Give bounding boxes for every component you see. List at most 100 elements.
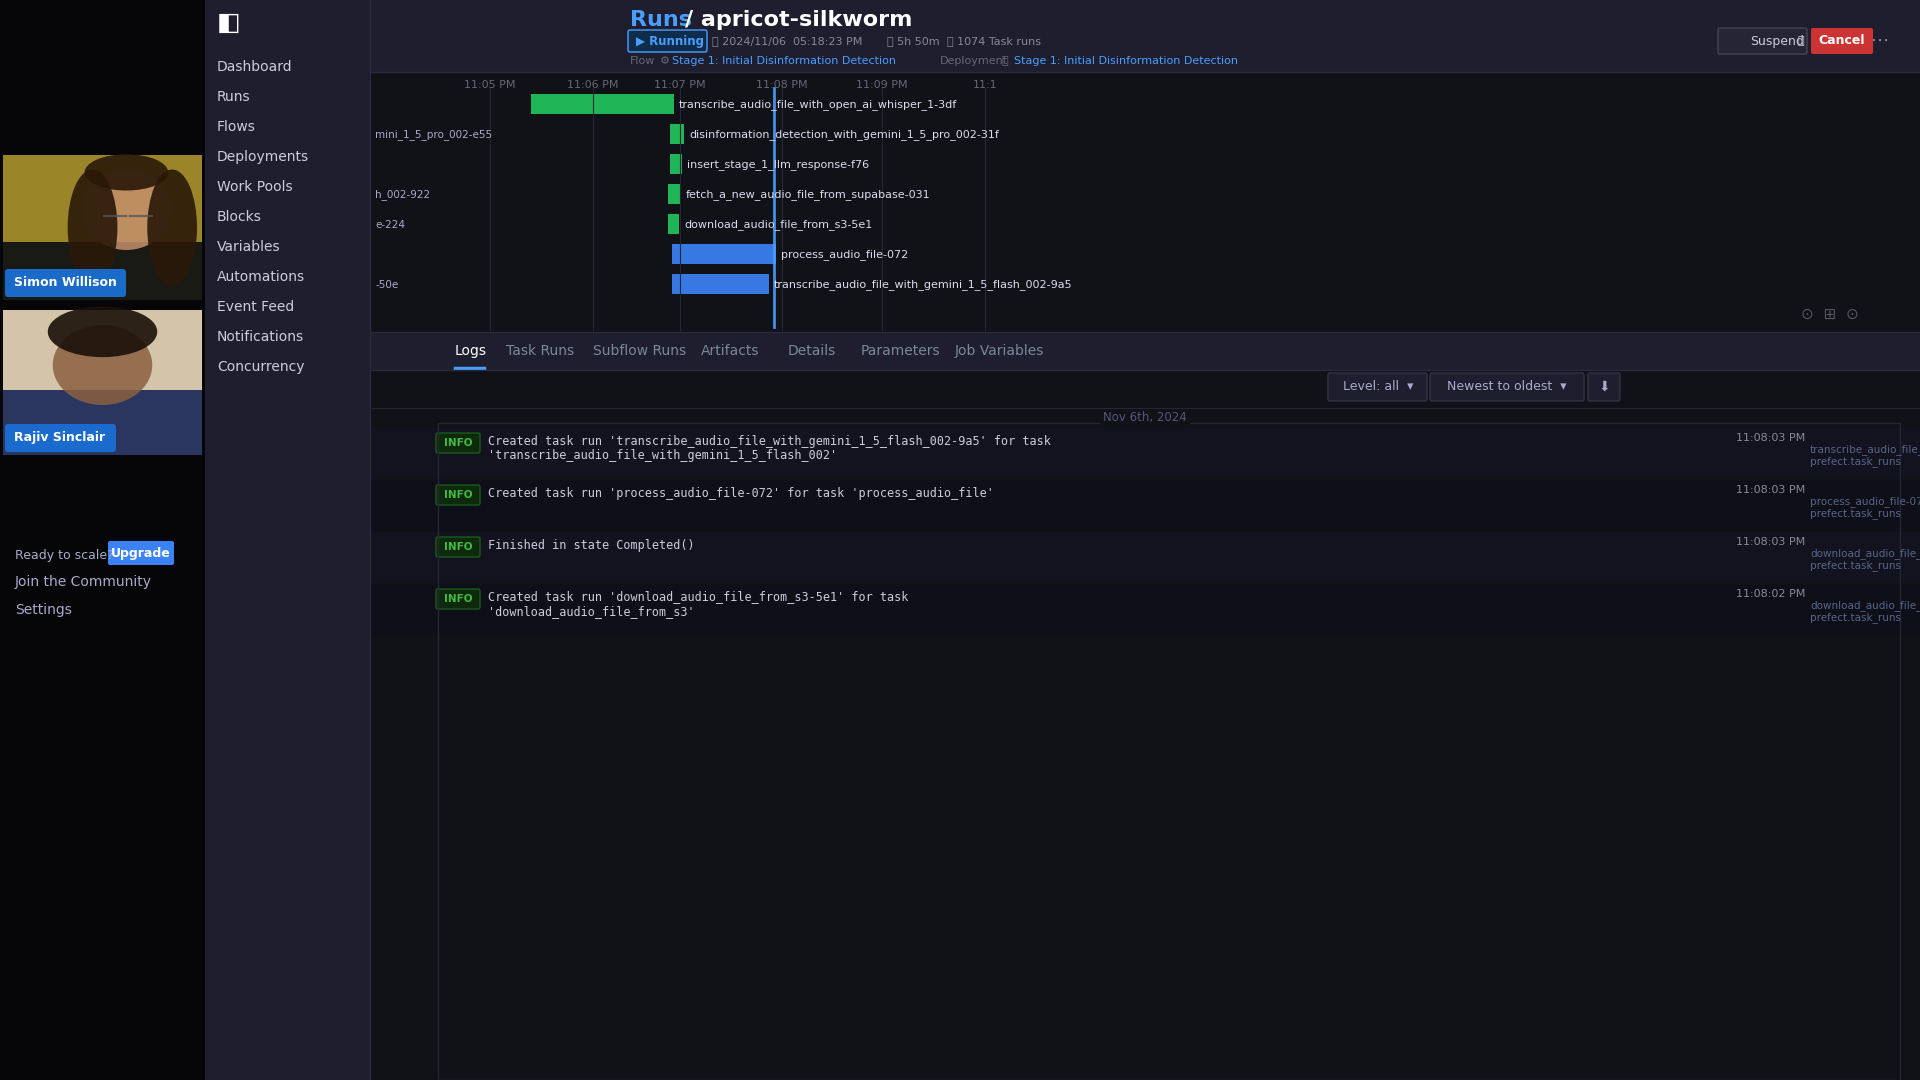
FancyBboxPatch shape (6, 269, 127, 297)
Text: prefect.task_runs: prefect.task_runs (1811, 612, 1901, 623)
Bar (672, 244, 776, 264)
Text: ⚙: ⚙ (660, 56, 670, 66)
Text: download_audio_file_from_s3-5e1: download_audio_file_from_s3-5e1 (684, 219, 872, 230)
Text: INFO: INFO (444, 542, 472, 552)
Text: Join the Community: Join the Community (15, 575, 152, 589)
Text: Rajiv Sinclair: Rajiv Sinclair (15, 432, 106, 445)
Bar (371, 0, 1920, 72)
Bar (205, 0, 371, 1080)
FancyBboxPatch shape (1430, 373, 1584, 401)
Text: Finished in state Completed(): Finished in state Completed() (488, 539, 695, 552)
Text: Variables: Variables (217, 240, 280, 254)
Text: Job Variables: Job Variables (954, 345, 1044, 357)
Text: Concurrency: Concurrency (217, 360, 305, 374)
Ellipse shape (148, 170, 198, 285)
Text: prefect.task_runs: prefect.task_runs (1811, 457, 1901, 468)
FancyBboxPatch shape (436, 537, 480, 557)
Bar (4, 390, 202, 455)
Text: 11:08:03 PM: 11:08:03 PM (1736, 485, 1805, 495)
Text: Stage 1: Initial Disinformation Detection: Stage 1: Initial Disinformation Detectio… (1014, 56, 1238, 66)
Bar (371, 72, 1920, 332)
Text: ⏸: ⏸ (1797, 36, 1805, 46)
Text: transcribe_audio_file_with_gemini_1_5_flash_002-9a5: transcribe_audio_file_with_gemini_1_5_fl… (774, 280, 1073, 291)
FancyBboxPatch shape (1811, 28, 1874, 54)
Bar (4, 310, 202, 455)
Text: ▶ Running: ▶ Running (636, 35, 705, 48)
Text: process_audio_file-072: process_audio_file-072 (1811, 497, 1920, 508)
Text: transcribe_audio_file_with_open_ai_whisper_1-3df: transcribe_audio_file_with_open_ai_whisp… (680, 99, 958, 110)
Bar (670, 154, 682, 174)
Bar (371, 584, 1920, 635)
Bar (670, 124, 684, 144)
Text: INFO: INFO (444, 438, 472, 448)
Text: Task Runs: Task Runs (505, 345, 574, 357)
Text: transcribe_audio_file_wi...: transcribe_audio_file_wi... (1811, 445, 1920, 456)
Text: Parameters: Parameters (860, 345, 939, 357)
Text: download_audio_file_from...: download_audio_file_from... (1811, 549, 1920, 559)
Text: Created task run 'process_audio_file-072' for task 'process_audio_file': Created task run 'process_audio_file-072… (488, 486, 995, 499)
Bar (371, 332, 1920, 370)
Text: insert_stage_1_llm_response-f76: insert_stage_1_llm_response-f76 (687, 160, 870, 171)
Text: INFO: INFO (444, 594, 472, 604)
Text: Newest to oldest  ▾: Newest to oldest ▾ (1448, 380, 1567, 393)
FancyBboxPatch shape (108, 541, 175, 565)
Bar (371, 370, 1920, 1080)
Text: ⊙  ⊞  ⊙: ⊙ ⊞ ⊙ (1801, 307, 1859, 322)
Bar (371, 532, 1920, 583)
Text: process_audio_file-072: process_audio_file-072 (781, 249, 908, 260)
Text: Artifacts: Artifacts (701, 345, 760, 357)
Text: 11:05 PM: 11:05 PM (465, 80, 516, 90)
Text: 11:08:02 PM: 11:08:02 PM (1736, 589, 1805, 599)
Text: / apricot-silkworm: / apricot-silkworm (685, 10, 912, 30)
FancyBboxPatch shape (6, 424, 115, 453)
Text: ⬇: ⬇ (1597, 380, 1609, 394)
Ellipse shape (52, 325, 152, 405)
Bar (532, 94, 674, 114)
Bar (438, 423, 1901, 1080)
Text: fetch_a_new_audio_file_from_supabase-031: fetch_a_new_audio_file_from_supabase-031 (685, 190, 931, 201)
Text: Nov 6th, 2024: Nov 6th, 2024 (1104, 411, 1187, 424)
Text: Cancel: Cancel (1818, 35, 1864, 48)
Text: Level: all  ▾: Level: all ▾ (1342, 380, 1413, 393)
Text: e-224: e-224 (374, 220, 405, 230)
Text: Runs: Runs (630, 10, 691, 30)
Text: Ready to scale?: Ready to scale? (15, 549, 113, 562)
Text: Subflow Runs: Subflow Runs (593, 345, 685, 357)
Ellipse shape (84, 154, 169, 190)
Text: 11:08:03 PM: 11:08:03 PM (1736, 537, 1805, 546)
Ellipse shape (83, 171, 171, 249)
Bar (0, 0, 205, 1080)
Text: Blocks: Blocks (217, 210, 261, 224)
Text: Settings: Settings (15, 603, 71, 617)
Text: Stage 1: Initial Disinformation Detection: Stage 1: Initial Disinformation Detectio… (672, 56, 897, 66)
Text: Simon Willison: Simon Willison (13, 276, 117, 289)
Text: ⏱ 5h 50m: ⏱ 5h 50m (887, 36, 939, 46)
FancyBboxPatch shape (1329, 373, 1427, 401)
Bar (371, 0, 1920, 1080)
Text: 11:06 PM: 11:06 PM (566, 80, 618, 90)
Text: 'transcribe_audio_file_with_gemini_1_5_flash_002': 'transcribe_audio_file_with_gemini_1_5_f… (488, 449, 837, 462)
Text: Flow: Flow (630, 56, 655, 66)
Text: prefect.task_runs: prefect.task_runs (1811, 561, 1901, 571)
Bar (672, 274, 770, 294)
Text: h_002-922: h_002-922 (374, 190, 430, 201)
Text: 📅 2024/11/06  05:18:23 PM: 📅 2024/11/06 05:18:23 PM (712, 36, 862, 46)
Text: disinformation_detection_with_gemini_1_5_pro_002-31f: disinformation_detection_with_gemini_1_5… (689, 130, 998, 140)
Text: 🔄 1074 Task runs: 🔄 1074 Task runs (947, 36, 1041, 46)
Bar (371, 480, 1920, 531)
Text: 11:09 PM: 11:09 PM (856, 80, 908, 90)
FancyBboxPatch shape (436, 485, 480, 505)
Text: mini_1_5_pro_002-e55: mini_1_5_pro_002-e55 (374, 130, 492, 140)
Text: Flows: Flows (217, 120, 255, 134)
Bar (4, 310, 202, 397)
Text: -50e: -50e (374, 280, 397, 291)
Text: ⋯: ⋯ (1870, 32, 1889, 50)
Text: prefect.task_runs: prefect.task_runs (1811, 509, 1901, 519)
Text: Upgrade: Upgrade (111, 546, 171, 559)
Text: 11:08 PM: 11:08 PM (756, 80, 808, 90)
Text: 11:07 PM: 11:07 PM (655, 80, 707, 90)
Text: INFO: INFO (444, 490, 472, 500)
Text: 11:1: 11:1 (973, 80, 996, 90)
Text: 🚀: 🚀 (1002, 56, 1008, 66)
Bar (668, 214, 680, 234)
